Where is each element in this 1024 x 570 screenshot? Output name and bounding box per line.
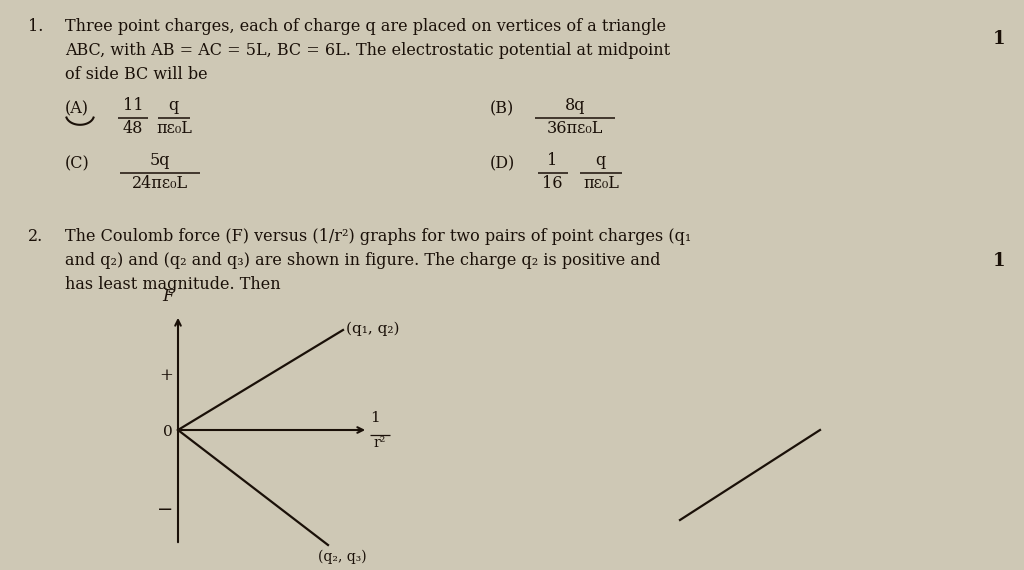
Text: q: q xyxy=(168,97,178,114)
Text: of side BC will be: of side BC will be xyxy=(65,66,208,83)
Text: has least magnitude. Then: has least magnitude. Then xyxy=(65,276,281,293)
Text: 11: 11 xyxy=(123,97,143,114)
Text: 1: 1 xyxy=(992,30,1005,48)
Text: The Coulomb force (F) versus (1/r²) graphs for two pairs of point charges (q₁: The Coulomb force (F) versus (1/r²) grap… xyxy=(65,228,691,245)
Text: (A): (A) xyxy=(65,100,89,117)
Text: (D): (D) xyxy=(490,155,515,172)
Text: 0: 0 xyxy=(163,425,173,439)
Text: (B): (B) xyxy=(490,100,514,117)
Text: (q₁, q₂): (q₁, q₂) xyxy=(346,322,399,336)
Text: πε₀L: πε₀L xyxy=(583,175,618,192)
Text: 1: 1 xyxy=(992,252,1005,270)
Text: and q₂) and (q₂ and q₃) are shown in figure. The charge q₂ is positive and: and q₂) and (q₂ and q₃) are shown in fig… xyxy=(65,252,660,269)
Text: 36πε₀L: 36πε₀L xyxy=(547,120,603,137)
Text: ABC, with AB = AC = 5L, BC = 6L. The electrostatic potential at midpoint: ABC, with AB = AC = 5L, BC = 6L. The ele… xyxy=(65,42,670,59)
Text: πε₀L: πε₀L xyxy=(156,120,191,137)
Text: 1: 1 xyxy=(370,411,380,425)
Text: q: q xyxy=(595,152,605,169)
Text: 8q: 8q xyxy=(565,97,586,114)
Text: Three point charges, each of charge q are placed on vertices of a triangle: Three point charges, each of charge q ar… xyxy=(65,18,667,35)
Text: 24πε₀L: 24πε₀L xyxy=(132,175,188,192)
Text: (q₂, q₃): (q₂, q₃) xyxy=(318,550,367,564)
Text: (C): (C) xyxy=(65,155,90,172)
Text: 16: 16 xyxy=(542,175,562,192)
Text: 48: 48 xyxy=(123,120,143,137)
Text: 1.: 1. xyxy=(28,18,43,35)
Text: +: + xyxy=(159,367,173,384)
Text: −: − xyxy=(157,501,173,519)
Text: F: F xyxy=(163,288,174,305)
Text: 1: 1 xyxy=(547,152,557,169)
Text: 5q: 5q xyxy=(150,152,170,169)
Text: r²: r² xyxy=(374,436,386,450)
Text: 2.: 2. xyxy=(28,228,43,245)
